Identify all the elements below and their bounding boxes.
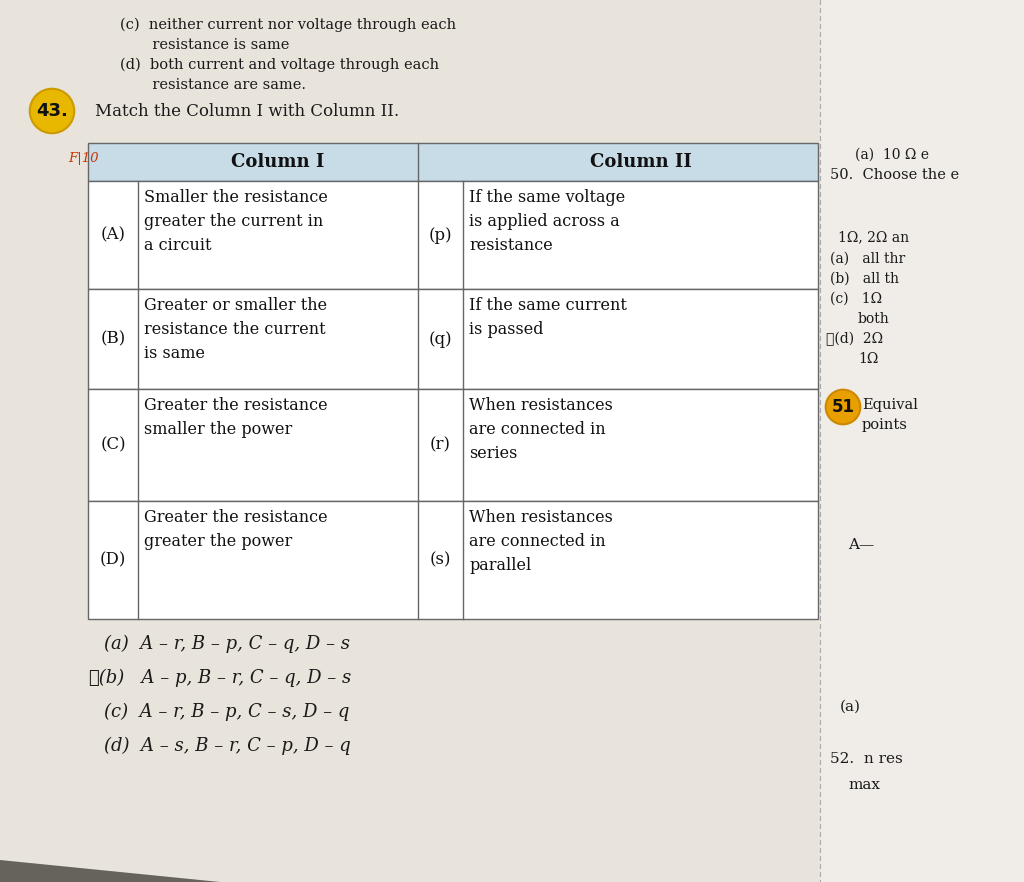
Text: (c)  A – r, B – p, C – s, D – q: (c) A – r, B – p, C – s, D – q [104, 703, 349, 721]
Bar [88, 143, 818, 181]
Bar [820, 0, 1024, 882]
Text: 50.  Choose the e: 50. Choose the e [830, 168, 959, 182]
Text: Column II: Column II [590, 153, 691, 171]
Text: When resistances
are connected in
series: When resistances are connected in series [469, 397, 613, 462]
Text: A—: A— [848, 538, 874, 552]
Text: (a): (a) [840, 700, 861, 714]
Bar [88, 501, 818, 619]
Text: A – p, B – r, C – q, D – s: A – p, B – r, C – q, D – s [130, 669, 351, 687]
Text: (r): (r) [430, 437, 451, 453]
Text: 51: 51 [831, 398, 854, 416]
Text: (d)  A – s, B – r, C – p, D – q: (d) A – s, B – r, C – p, D – q [104, 737, 351, 755]
Text: (q): (q) [429, 331, 453, 348]
Text: ✓(d)  2Ω: ✓(d) 2Ω [826, 332, 883, 347]
Text: both: both [858, 312, 890, 326]
Text: Column I: Column I [231, 153, 325, 171]
Text: If the same current
is passed: If the same current is passed [469, 297, 627, 338]
Text: (B): (B) [100, 331, 126, 348]
Text: (a)  A – r, B – p, C – q, D – s: (a) A – r, B – p, C – q, D – s [104, 635, 350, 654]
Text: Smaller the resistance
greater the current in
a circuit: Smaller the resistance greater the curre… [144, 189, 328, 254]
Text: 1Ω: 1Ω [858, 352, 879, 366]
Text: (p): (p) [429, 227, 453, 243]
Text: If the same voltage
is applied across a
resistance: If the same voltage is applied across a … [469, 189, 626, 254]
Polygon shape [0, 860, 220, 882]
Text: Match the Column I with Column II.: Match the Column I with Column II. [95, 103, 399, 120]
Text: max: max [848, 778, 880, 792]
Text: 52.  n res: 52. n res [830, 752, 903, 766]
Text: 1Ω, 2Ω an: 1Ω, 2Ω an [838, 230, 909, 244]
Text: ✓(b): ✓(b) [88, 669, 124, 687]
Text: (c)   1Ω: (c) 1Ω [830, 292, 882, 306]
Text: F|10: F|10 [68, 152, 98, 165]
Text: (b)   all th: (b) all th [830, 272, 899, 286]
Text: (C): (C) [100, 437, 126, 453]
Text: (a)   all thr: (a) all thr [830, 252, 905, 266]
Text: resistance are same.: resistance are same. [120, 78, 306, 92]
Text: Greater or smaller the
resistance the current
is same: Greater or smaller the resistance the cu… [144, 297, 327, 363]
Text: (a)  10 Ω e: (a) 10 Ω e [855, 148, 929, 162]
Text: Greater the resistance
greater the power: Greater the resistance greater the power [144, 509, 328, 550]
Text: (d)  both current and voltage through each: (d) both current and voltage through eac… [120, 58, 439, 72]
Text: Equival: Equival [862, 398, 918, 412]
Bar [88, 389, 818, 501]
Text: (s): (s) [430, 551, 452, 569]
Bar [88, 289, 818, 389]
Text: (c)  neither current nor voltage through each: (c) neither current nor voltage through … [120, 18, 456, 33]
Bar [88, 181, 818, 289]
Text: When resistances
are connected in
parallel: When resistances are connected in parall… [469, 509, 613, 574]
Text: resistance is same: resistance is same [120, 38, 290, 52]
Text: 43.: 43. [36, 102, 68, 120]
Text: Greater the resistance
smaller the power: Greater the resistance smaller the power [144, 397, 328, 438]
Text: points: points [862, 418, 908, 432]
Text: (A): (A) [100, 227, 126, 243]
Text: (D): (D) [99, 551, 126, 569]
